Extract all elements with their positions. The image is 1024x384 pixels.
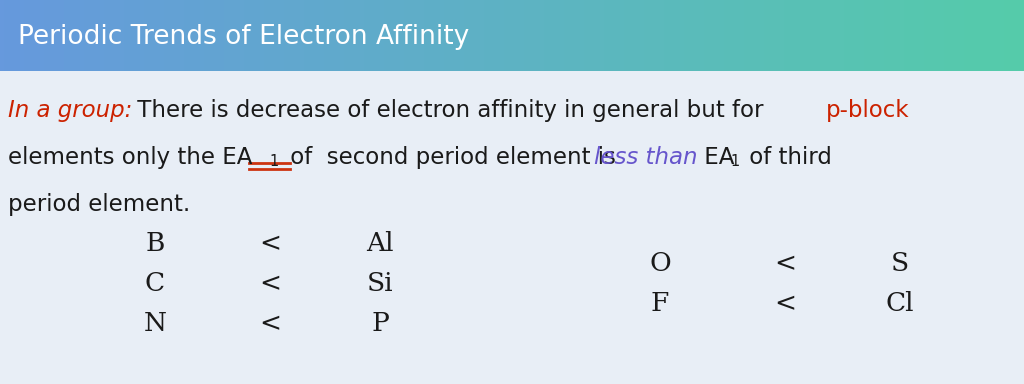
Text: In a group:: In a group: <box>8 99 132 122</box>
Text: N: N <box>143 311 167 336</box>
Text: O: O <box>649 251 671 276</box>
Text: F: F <box>651 291 670 316</box>
Text: of  second period element is: of second period element is <box>283 146 624 169</box>
Text: B: B <box>145 231 165 256</box>
Text: Al: Al <box>367 231 394 256</box>
Text: Si: Si <box>367 271 393 296</box>
Text: There is decrease of electron affinity in general but for: There is decrease of electron affinity i… <box>130 99 771 122</box>
Text: P: P <box>371 311 389 336</box>
Text: <: < <box>259 231 281 256</box>
Text: elements only the EA: elements only the EA <box>8 146 252 169</box>
Text: S: S <box>891 251 909 276</box>
Text: Periodic Trends of Electron Affinity: Periodic Trends of Electron Affinity <box>18 24 470 50</box>
Text: period element.: period element. <box>8 193 190 216</box>
Text: EA: EA <box>697 146 734 169</box>
Text: 1: 1 <box>730 154 739 169</box>
Text: <: < <box>774 291 796 316</box>
Text: less than: less than <box>594 146 697 169</box>
Text: of third: of third <box>742 146 831 169</box>
Text: Cl: Cl <box>886 291 914 316</box>
Text: p-block: p-block <box>826 99 909 122</box>
Text: <: < <box>259 311 281 336</box>
Text: <: < <box>259 271 281 296</box>
Text: C: C <box>145 271 165 296</box>
Text: 1: 1 <box>269 154 279 169</box>
Text: <: < <box>774 251 796 276</box>
